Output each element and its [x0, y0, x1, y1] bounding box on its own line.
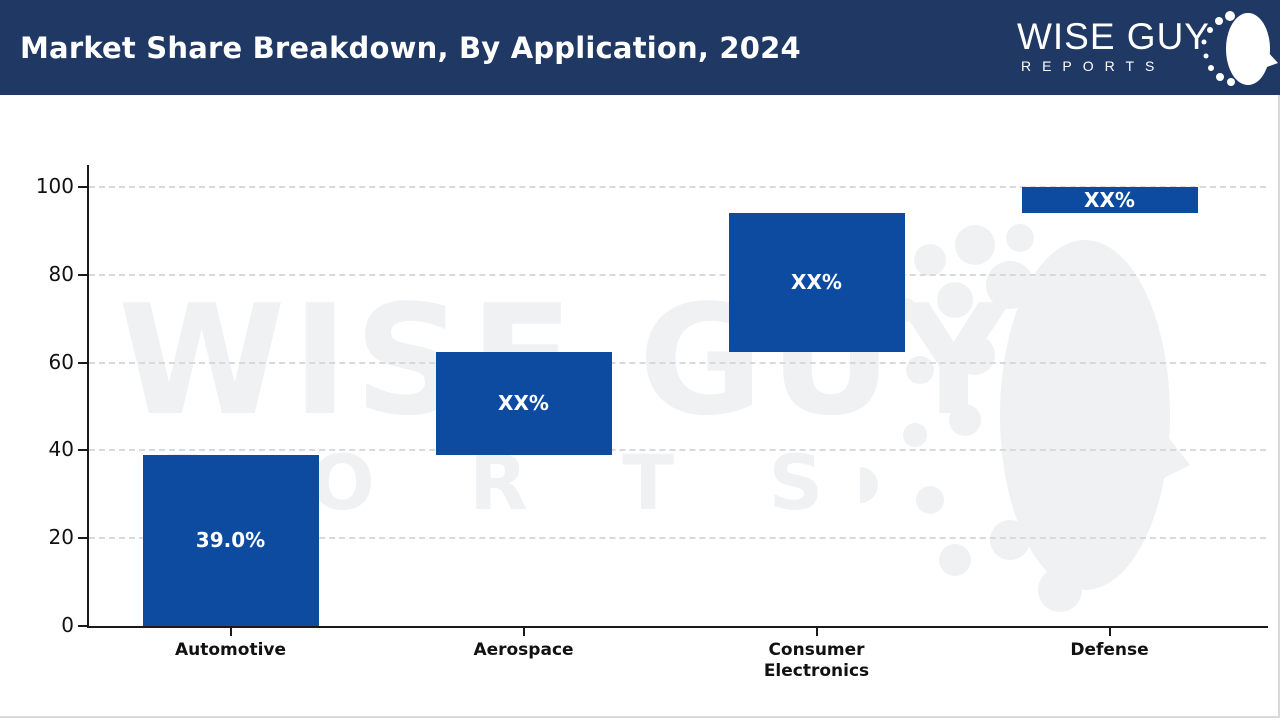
y-tick-label-60: 60 [48, 349, 74, 374]
y-tick-mark-100 [78, 186, 87, 188]
brand-logo: WISE GUY REPORTS [1017, 18, 1210, 74]
gridline-y-40 [89, 449, 1266, 452]
y-tick-mark-60 [78, 361, 87, 364]
y-tick-mark-40 [78, 449, 87, 452]
y-axis-line [87, 165, 89, 628]
header-banner: Market Share Breakdown, By Application, … [0, 0, 1280, 95]
chart-plot-area: 0 20 40 60 80 100 39.0% XX% XX% XX% Automotive Ae… [0, 95, 1280, 720]
bar-value-label: XX% [498, 391, 549, 416]
y-tick-mark-80 [78, 273, 87, 276]
page-right-border [1278, 95, 1280, 716]
x-axis-line [87, 626, 1268, 628]
x-tick-mark-2 [815, 628, 818, 636]
y-tick-label-20: 20 [48, 525, 74, 550]
bar-consumer-electronics: XX% [728, 213, 905, 352]
bar-automotive: 39.0% [142, 454, 319, 626]
bar-value-label: 39.0% [195, 528, 266, 553]
gridline-y-20 [89, 537, 1266, 540]
brand-logo-name: WISE GUY [1016, 16, 1210, 57]
watermark-face-logo [860, 224, 1190, 612]
gridline-y-60 [89, 361, 1266, 364]
y-tick-label-0: 0 [61, 613, 74, 637]
brand-logo-face-icon [1201, 11, 1278, 86]
x-category-label-1: Aerospace [473, 640, 574, 660]
y-tick-label-80: 80 [48, 261, 74, 286]
x-tick-mark-0 [229, 628, 232, 636]
x-tick-mark-3 [1108, 628, 1111, 636]
x-tick-mark-1 [522, 628, 525, 636]
gridline-y-80 [89, 273, 1266, 276]
x-category-label-0: Automotive [174, 640, 287, 660]
bar-defense: XX% [1021, 187, 1198, 214]
y-tick-mark-0 [78, 625, 87, 627]
y-tick-mark-20 [78, 537, 87, 540]
bar-value-label: XX% [1084, 188, 1135, 213]
brand-logo-subtitle: REPORTS [1020, 58, 1166, 74]
chart-title: Market Share Breakdown, By Application, … [20, 30, 801, 65]
y-tick-label-40: 40 [48, 437, 74, 462]
page-bottom-border [0, 716, 1280, 718]
y-tick-label-100: 100 [35, 174, 74, 198]
gridline-y-100 [89, 186, 1266, 188]
bar-value-label: XX% [791, 270, 842, 295]
bar-aerospace: XX% [435, 351, 612, 455]
x-category-label-2: Consumer Electronics [763, 640, 870, 682]
x-category-label-3: Defense [1070, 640, 1149, 660]
